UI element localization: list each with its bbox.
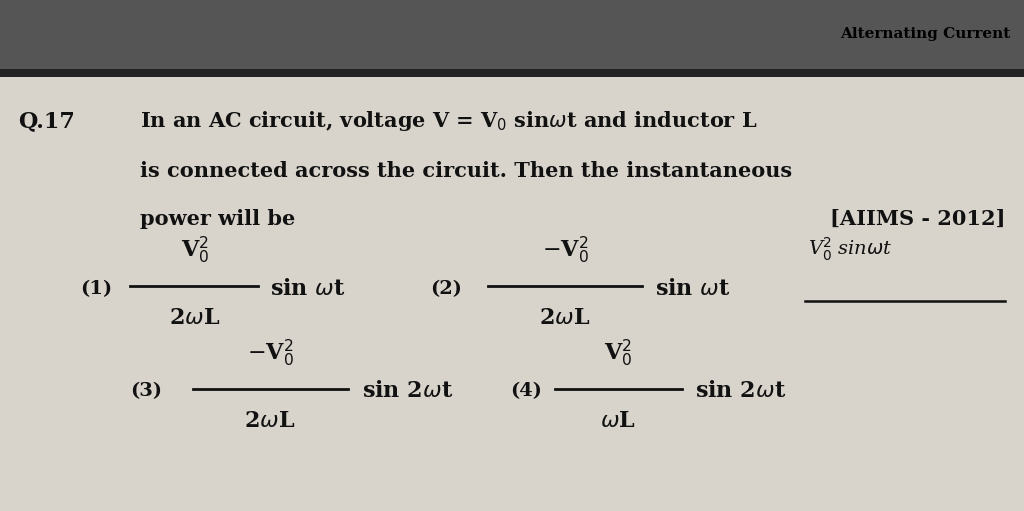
Text: V$_0^2$: V$_0^2$: [604, 338, 632, 369]
Text: $-$V$_0^2$: $-$V$_0^2$: [542, 235, 589, 266]
Text: Q.17: Q.17: [18, 110, 75, 132]
Text: $-$V$_0^2$: $-$V$_0^2$: [247, 338, 294, 369]
Text: sin $\omega$t: sin $\omega$t: [270, 278, 346, 300]
Bar: [0, 0, 1024, 69]
Text: 2$\omega$L: 2$\omega$L: [245, 410, 296, 432]
Text: is connected across the circuit. Then the instantaneous: is connected across the circuit. Then th…: [140, 161, 793, 181]
Text: 2$\omega$L: 2$\omega$L: [540, 307, 591, 329]
Text: Alternating Current: Alternating Current: [840, 28, 1010, 41]
Text: (3): (3): [130, 382, 162, 400]
Text: $\omega$L: $\omega$L: [600, 410, 636, 432]
Text: (2): (2): [430, 280, 462, 298]
Text: (4): (4): [510, 382, 542, 400]
Text: [AIIMS - 2012]: [AIIMS - 2012]: [829, 209, 1005, 229]
Bar: [0, 69, 1024, 77]
Text: power will be: power will be: [140, 209, 295, 229]
Text: In an AC circuit, voltage V = V$_0$ sin$\omega$t and inductor L: In an AC circuit, voltage V = V$_0$ sin$…: [140, 109, 758, 133]
Text: 2$\omega$L: 2$\omega$L: [169, 307, 220, 329]
Text: V$_0^2$ sin$\omega$t: V$_0^2$ sin$\omega$t: [808, 236, 893, 263]
Text: sin $\omega$t: sin $\omega$t: [655, 278, 731, 300]
Text: V$_0^2$: V$_0^2$: [181, 235, 209, 266]
Text: sin 2$\omega$t: sin 2$\omega$t: [695, 380, 786, 402]
Text: (1): (1): [80, 280, 112, 298]
Text: sin 2$\omega$t: sin 2$\omega$t: [362, 380, 454, 402]
